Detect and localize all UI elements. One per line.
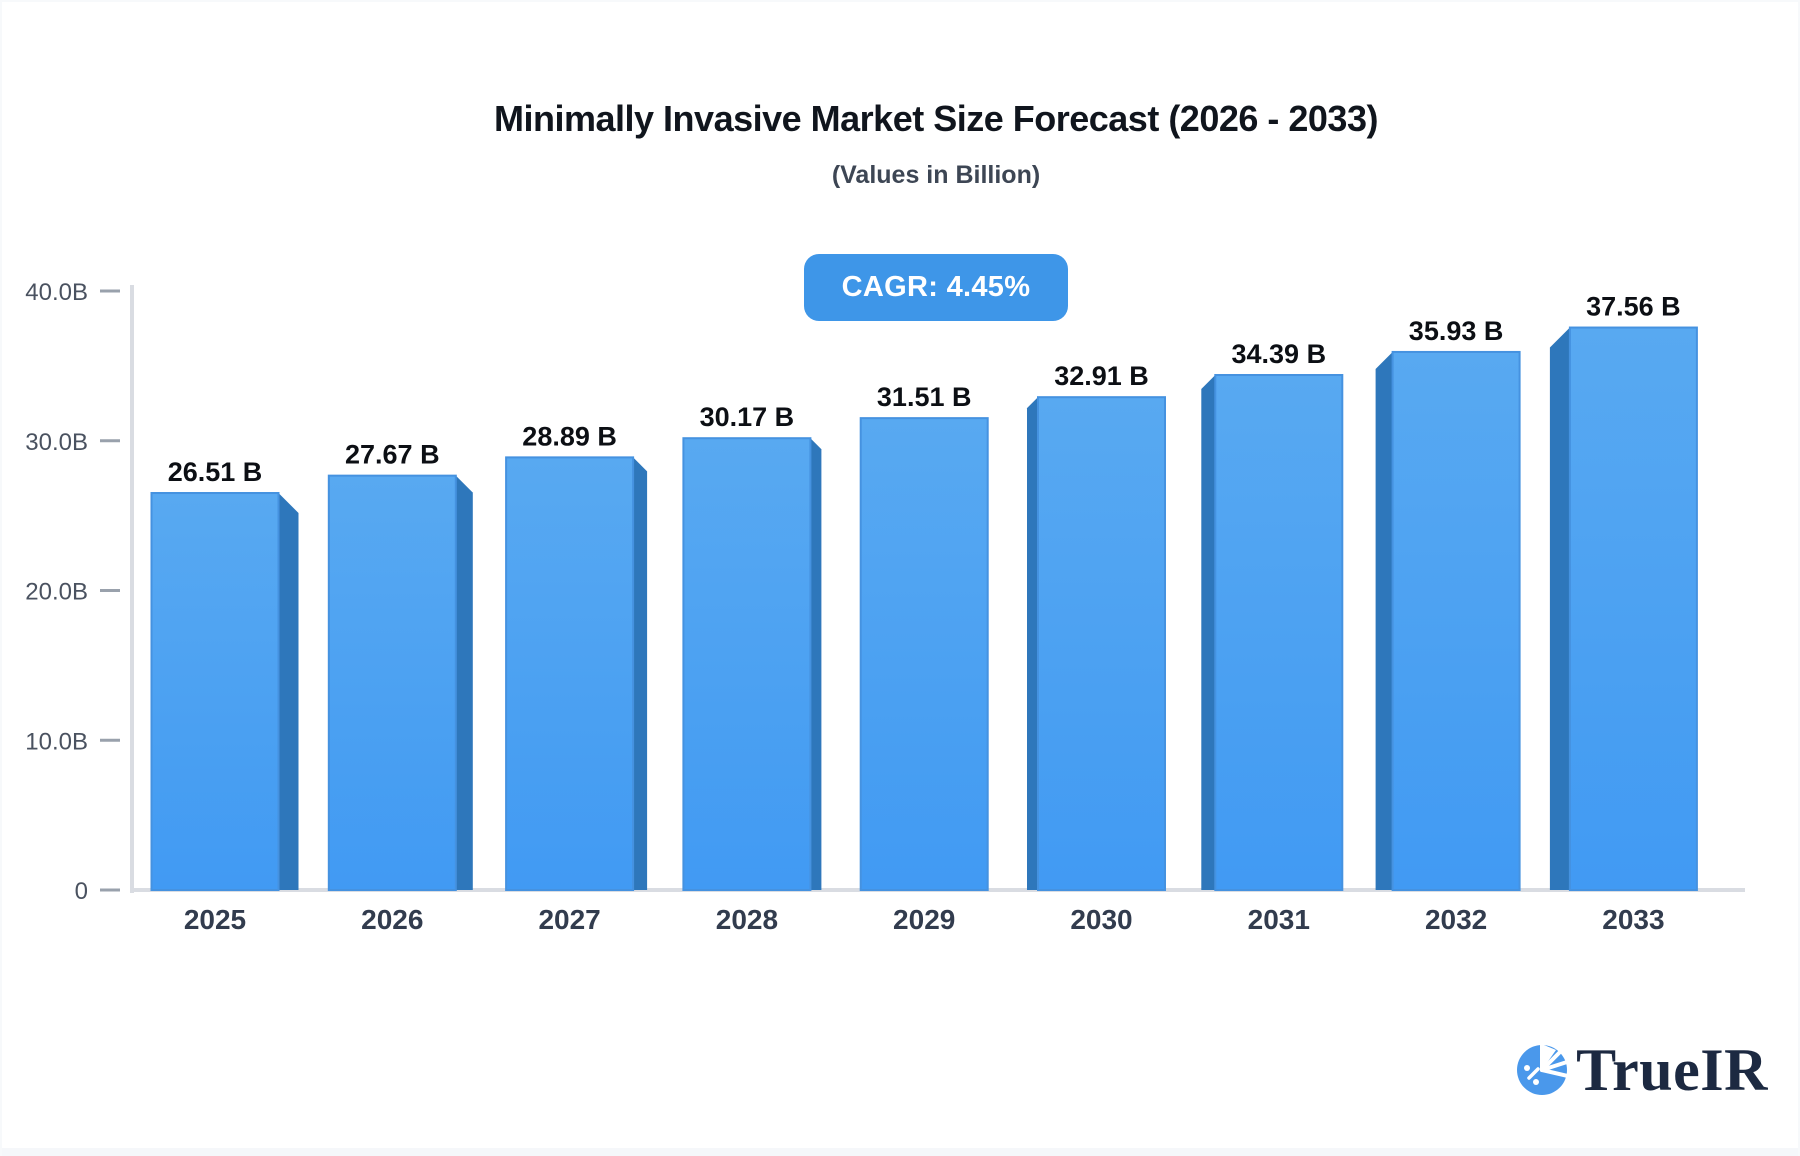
- labels-layer: 26.51 B 2025 27.67 B 2026 28.89 B 2027 30.17 B…: [168, 292, 1681, 935]
- bar-side-face: [1027, 397, 1038, 890]
- bar-value-label: 32.91 B: [1054, 361, 1149, 391]
- bar: [1391, 350, 1521, 891]
- chart-header: Minimally Invasive Market Size Forecast …: [130, 98, 1742, 190]
- bar-side-face: [278, 493, 299, 890]
- bar-value-label: 35.93 B: [1409, 316, 1504, 346]
- bar-value-label: 31.51 B: [877, 382, 972, 412]
- bar-side-face: [1201, 375, 1216, 890]
- bar-value-label: 28.89 B: [522, 421, 617, 451]
- cagr-badge: CAGR: 4.45%: [803, 254, 1069, 321]
- x-axis-label: 2029: [893, 904, 955, 935]
- bar: [682, 437, 812, 891]
- bar-value-label: 34.39 B: [1232, 339, 1327, 369]
- y-tick-mark: [100, 289, 120, 293]
- bar-value-label: 30.17 B: [700, 402, 795, 432]
- chart-subtitle: (Values in Billion): [831, 161, 1041, 190]
- bar-side-face: [810, 438, 822, 890]
- cagr-badge-row: CAGR: 4.45%: [130, 254, 1742, 321]
- y-tick-label: 0: [75, 878, 88, 905]
- brand-name: TrueIR: [1576, 1036, 1768, 1103]
- bar-side-face: [633, 457, 648, 890]
- bar-side-face: [455, 475, 473, 890]
- x-axis-label: 2031: [1248, 904, 1310, 935]
- chart-title: Minimally Invasive Market Size Forecast …: [494, 98, 1378, 139]
- y-tick-label: 20.0B: [25, 579, 88, 606]
- y-tick-label: 10.0B: [25, 728, 88, 755]
- bar: [327, 474, 457, 891]
- brand-logo: TrueIR: [1516, 1034, 1768, 1106]
- x-axis-label: 2026: [361, 904, 423, 935]
- bar: [859, 417, 989, 891]
- x-axis-label: 2025: [184, 904, 246, 935]
- bar-value-label: 27.67 B: [345, 440, 440, 470]
- x-axis-label: 2028: [716, 904, 778, 935]
- x-axis-label: 2027: [538, 904, 600, 935]
- y-tick-mark: [100, 888, 120, 892]
- bar-side-face: [1549, 327, 1570, 890]
- y-tick-mark: [100, 439, 120, 443]
- bar: [1214, 374, 1344, 891]
- y-tick-label: 30.0B: [25, 429, 88, 456]
- y-axis-line: [130, 285, 134, 893]
- bar-side-face: [1375, 351, 1393, 890]
- y-tick-mark: [100, 738, 120, 742]
- bar: [150, 492, 280, 891]
- bar: [505, 456, 635, 891]
- x-axis-label: 2030: [1070, 904, 1132, 935]
- bars-layer: [150, 326, 1698, 891]
- x-axis-label: 2033: [1602, 904, 1664, 935]
- bar-value-label: 37.56 B: [1586, 292, 1681, 322]
- y-tick-label: 40.0B: [25, 279, 88, 306]
- bottom-edge-strip: [2, 1148, 1798, 1156]
- y-tick-mark: [100, 589, 120, 592]
- x-axis-label: 2032: [1425, 904, 1487, 935]
- bar-value-label: 26.51 B: [168, 457, 263, 487]
- pie-chart-icon: [1517, 1044, 1569, 1095]
- bar: [1568, 326, 1698, 891]
- bar: [1037, 396, 1166, 891]
